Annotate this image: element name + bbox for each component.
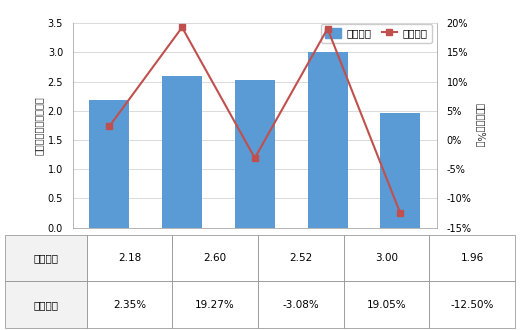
Bar [380,113,420,228]
Y-axis label: 同比增速（%）: 同比增速（%） [475,103,485,148]
Bar [89,100,129,228]
Bar [162,76,202,228]
Legend: 进口金额, 同比增长: 进口金额, 同比增长 [321,24,432,43]
Bar [235,81,275,228]
Y-axis label: 进口金额（百万美元）: 进口金额（百万美元） [33,96,43,155]
Bar [307,52,347,228]
